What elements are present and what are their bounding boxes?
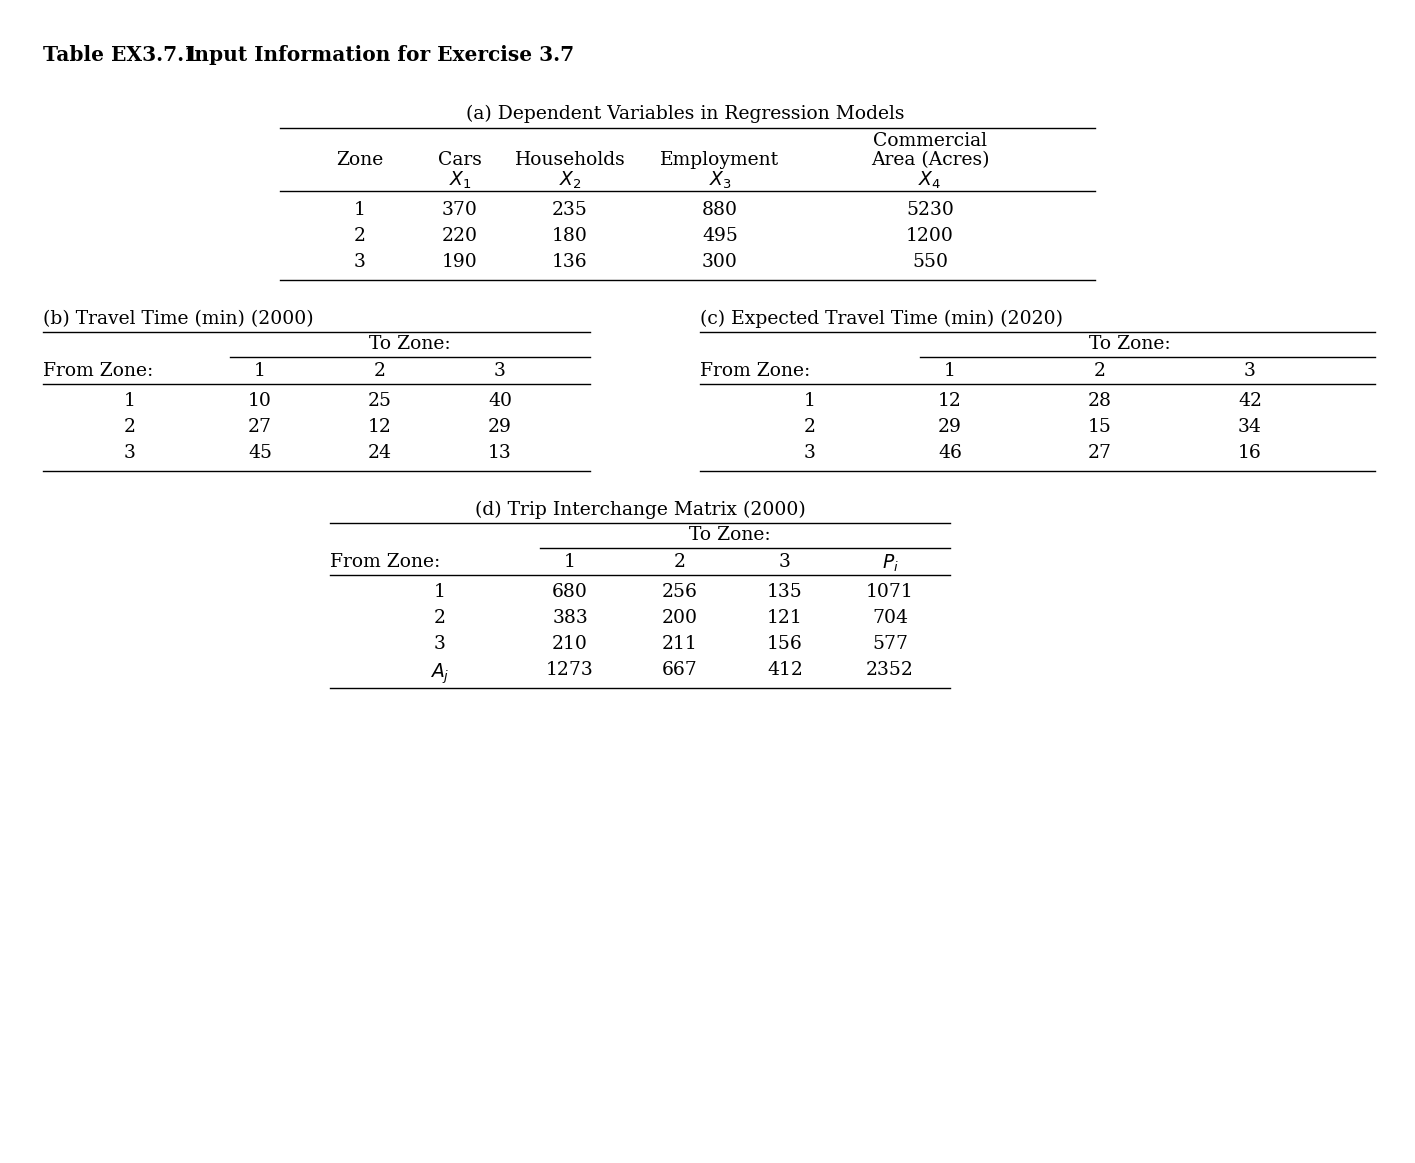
Text: 577: 577 — [872, 635, 908, 652]
Text: 136: 136 — [552, 254, 587, 271]
Text: 256: 256 — [662, 583, 698, 601]
Text: $X_2$: $X_2$ — [559, 170, 582, 191]
Text: 704: 704 — [872, 609, 908, 627]
Text: 5230: 5230 — [906, 201, 954, 219]
Text: 190: 190 — [441, 254, 478, 271]
Text: 1: 1 — [354, 201, 366, 219]
Text: Households: Households — [515, 151, 625, 169]
Text: 1: 1 — [565, 552, 576, 571]
Text: To Zone:: To Zone: — [1090, 335, 1170, 354]
Text: (b) Travel Time (min) (2000): (b) Travel Time (min) (2000) — [42, 311, 314, 328]
Text: 235: 235 — [552, 201, 589, 219]
Text: 495: 495 — [702, 227, 739, 245]
Text: 1: 1 — [255, 362, 266, 380]
Text: Zone: Zone — [337, 151, 383, 169]
Text: 28: 28 — [1088, 392, 1112, 411]
Text: 667: 667 — [662, 661, 698, 679]
Text: 1071: 1071 — [866, 583, 914, 601]
Text: 13: 13 — [488, 444, 512, 462]
Text: From Zone:: From Zone: — [42, 362, 153, 380]
Text: 156: 156 — [767, 635, 802, 652]
Text: 2: 2 — [804, 418, 816, 436]
Text: 45: 45 — [248, 444, 272, 462]
Text: 3: 3 — [804, 444, 816, 462]
Text: $A_j$: $A_j$ — [430, 661, 450, 685]
Text: 15: 15 — [1088, 418, 1112, 436]
Text: Cars: Cars — [439, 151, 483, 169]
Text: 24: 24 — [368, 444, 392, 462]
Text: 680: 680 — [552, 583, 589, 601]
Text: $X_4$: $X_4$ — [918, 170, 941, 191]
Text: 29: 29 — [488, 418, 512, 436]
Text: 2: 2 — [1094, 362, 1107, 380]
Text: 412: 412 — [767, 661, 802, 679]
Text: 27: 27 — [248, 418, 272, 436]
Text: 2: 2 — [674, 552, 686, 571]
Text: 10: 10 — [248, 392, 272, 411]
Text: 1: 1 — [944, 362, 957, 380]
Text: 3: 3 — [125, 444, 136, 462]
Text: From Zone:: From Zone: — [330, 552, 440, 571]
Text: To Zone:: To Zone: — [369, 335, 451, 354]
Text: 180: 180 — [552, 227, 589, 245]
Text: 880: 880 — [702, 201, 739, 219]
Text: 135: 135 — [767, 583, 802, 601]
Text: 3: 3 — [780, 552, 791, 571]
Text: 1: 1 — [804, 392, 816, 411]
Text: 210: 210 — [552, 635, 589, 652]
Text: $X_3$: $X_3$ — [709, 170, 732, 191]
Text: 29: 29 — [938, 418, 962, 436]
Text: 200: 200 — [662, 609, 698, 627]
Text: 25: 25 — [368, 392, 392, 411]
Text: 3: 3 — [434, 635, 446, 652]
Text: 34: 34 — [1238, 418, 1262, 436]
Text: 1: 1 — [434, 583, 446, 601]
Text: 211: 211 — [662, 635, 698, 652]
Text: (a) Dependent Variables in Regression Models: (a) Dependent Variables in Regression Mo… — [466, 105, 904, 123]
Text: 2352: 2352 — [866, 661, 914, 679]
Text: From Zone:: From Zone: — [700, 362, 811, 380]
Text: 121: 121 — [767, 609, 802, 627]
Text: 300: 300 — [702, 254, 739, 271]
Text: Area (Acres): Area (Acres) — [870, 151, 989, 169]
Text: 12: 12 — [368, 418, 392, 436]
Text: 16: 16 — [1238, 444, 1262, 462]
Text: 46: 46 — [938, 444, 962, 462]
Text: (c) Expected Travel Time (min) (2020): (c) Expected Travel Time (min) (2020) — [700, 311, 1063, 328]
Text: To Zone:: To Zone: — [689, 526, 771, 544]
Text: 1: 1 — [125, 392, 136, 411]
Text: 27: 27 — [1088, 444, 1112, 462]
Text: 1273: 1273 — [546, 661, 594, 679]
Text: Input Information for Exercise 3.7: Input Information for Exercise 3.7 — [185, 45, 574, 65]
Text: Commercial: Commercial — [873, 131, 988, 150]
Text: 550: 550 — [913, 254, 948, 271]
Text: Table EX3.7.1: Table EX3.7.1 — [42, 45, 198, 65]
Text: 3: 3 — [354, 254, 366, 271]
Text: 2: 2 — [374, 362, 386, 380]
Text: 12: 12 — [938, 392, 962, 411]
Text: $P_i$: $P_i$ — [882, 552, 899, 575]
Text: Employment: Employment — [661, 151, 780, 169]
Text: $X_1$: $X_1$ — [449, 170, 471, 191]
Text: 2: 2 — [434, 609, 446, 627]
Text: 3: 3 — [494, 362, 507, 380]
Text: 2: 2 — [354, 227, 366, 245]
Text: (d) Trip Interchange Matrix (2000): (d) Trip Interchange Matrix (2000) — [474, 501, 805, 519]
Text: 383: 383 — [552, 609, 587, 627]
Text: 220: 220 — [441, 227, 478, 245]
Text: 2: 2 — [125, 418, 136, 436]
Text: 1200: 1200 — [906, 227, 954, 245]
Text: 40: 40 — [488, 392, 512, 411]
Text: 3: 3 — [1244, 362, 1257, 380]
Text: 42: 42 — [1238, 392, 1262, 411]
Text: 370: 370 — [441, 201, 478, 219]
